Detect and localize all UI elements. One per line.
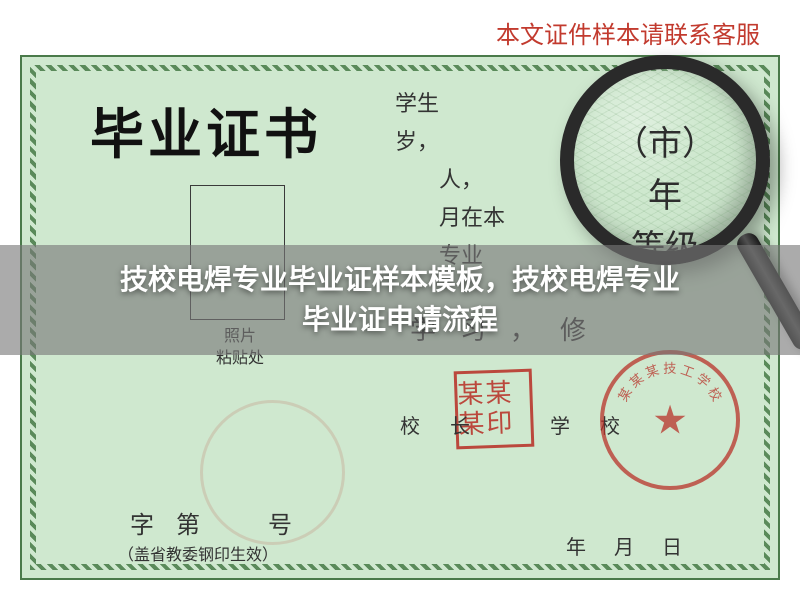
serial-note: （盖省教委钢印生效） [118,541,278,565]
lens-text: （市） 年 等级 [574,119,756,265]
magnifier-lens: （市） 年 等级 [560,55,770,265]
overlay-band: 技校电焊专业毕业证样本模板，技校电焊专业 毕业证申请流程 [0,245,800,355]
svg-text:某 某 某 技 工 学 校: 某 某 某 技 工 学 校 [615,361,725,404]
issue-date: 年月日 [566,531,710,560]
certificate-title: 毕业证书 [90,90,322,169]
body-line: 岁， [395,129,439,154]
stamp-round-text: 某 某 某 技 工 学 校 [604,354,736,486]
overlay-line1: 技校电焊专业毕业证样本模板，技校电焊专业 [120,260,680,300]
overlay-line2: 毕业证申请流程 [302,300,498,340]
body-line: 人， [439,167,483,192]
body-line: 学生 [395,91,439,116]
lens-line: （市） [614,126,716,163]
body-line: 月在本 [439,205,505,230]
serial-number: 字第 号 [130,505,314,540]
stamp-round: ★ 某 某 某 技 工 学 校 [600,350,740,490]
lens-line: 年 [648,178,682,215]
watermark-text: 本文证件样本请联系客服 [496,15,760,50]
